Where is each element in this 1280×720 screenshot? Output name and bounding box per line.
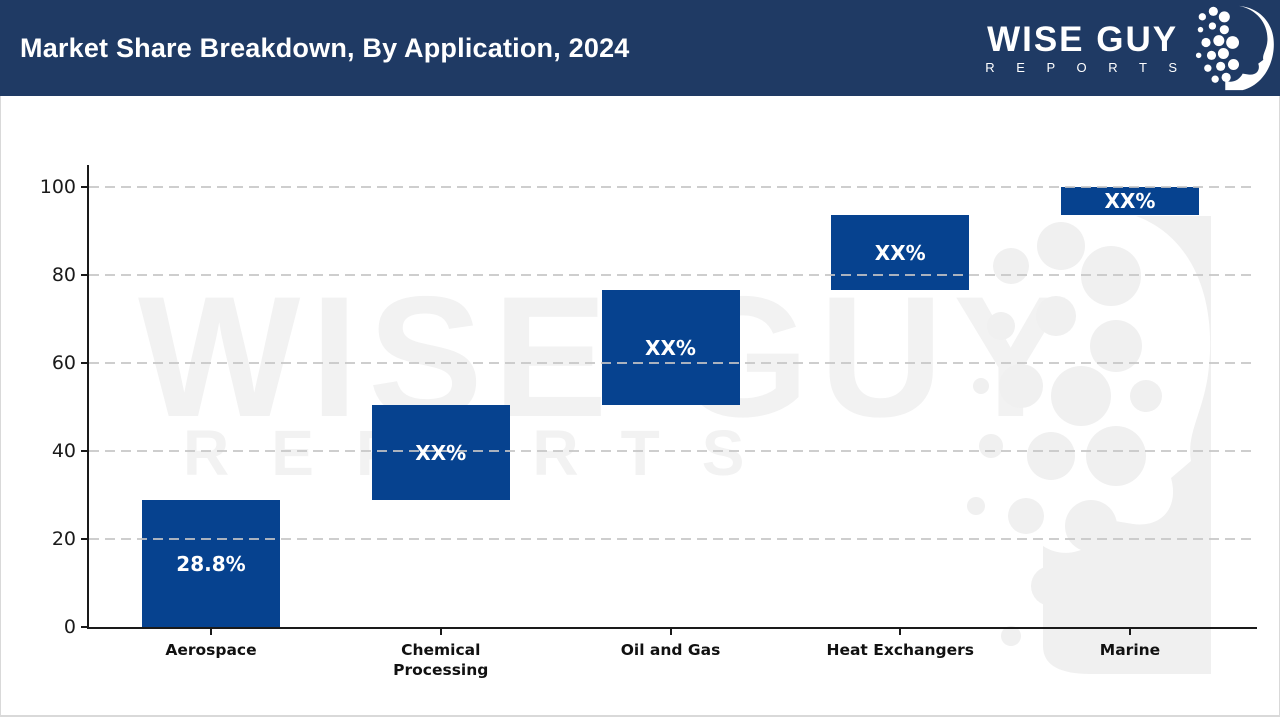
y-tick-label: 100	[39, 176, 76, 198]
bar-value-label: 28.8%	[176, 551, 246, 576]
x-category-label-line: Aerospace	[165, 641, 257, 659]
gridline-20	[89, 538, 1257, 540]
gridline-100	[89, 186, 1257, 188]
bar-heat-exchangers	[831, 214, 970, 291]
x-tick-mark	[439, 629, 442, 635]
y-tick-mark	[81, 362, 87, 364]
wiseguy-face-icon	[1195, 5, 1274, 91]
y-tick-mark	[81, 274, 87, 276]
x-category-label-line: Processing	[393, 661, 489, 679]
wiseguy-logo: WISE GUY R E P O R T S	[979, 4, 1280, 92]
x-axis-spine	[87, 627, 1257, 629]
x-category-label-line: Oil and Gas	[620, 641, 721, 659]
x-category-label-line: Marine	[1099, 641, 1161, 659]
y-tick-label: 0	[63, 616, 76, 638]
y-tick-label: 80	[51, 264, 76, 286]
y-tick-mark	[81, 450, 87, 452]
y-tick-mark	[81, 186, 87, 188]
y-tick-label: 20	[51, 528, 76, 550]
bar-value-label: XX%	[415, 440, 467, 465]
x-category-label: Chemical Processing	[351, 640, 531, 680]
x-category-label: Marine	[1040, 640, 1220, 660]
bar-oil-and-gas	[601, 290, 740, 405]
x-tick-mark	[669, 629, 672, 635]
x-tick-mark	[1129, 629, 1131, 635]
wiseguy-logo-text: WISE GUY R E P O R T S	[979, 22, 1186, 75]
y-tick-label: 60	[51, 352, 76, 374]
y-tick-mark	[81, 538, 87, 540]
logo-wordmark: WISE GUY	[987, 19, 1179, 59]
page-title: Market Share Breakdown, By Application, …	[20, 32, 630, 63]
bar-marine	[1061, 187, 1199, 215]
gridline-40	[89, 450, 1257, 452]
gridline-80	[89, 274, 1257, 276]
bar-value-label: XX%	[874, 240, 926, 265]
x-category-label-line: Chemical	[401, 641, 481, 659]
bar-aerospace	[142, 500, 280, 627]
x-category-label: Oil and Gas	[581, 640, 761, 660]
bar-chemical-processing	[371, 404, 510, 501]
x-category-label: Heat Exchangers	[810, 640, 990, 660]
gridline-60	[89, 362, 1257, 364]
x-tick-mark	[210, 629, 212, 635]
bar-value-label: XX%	[645, 335, 696, 360]
x-category-label-line: Heat Exchangers	[826, 641, 975, 659]
header: Market Share Breakdown, By Application, …	[0, 0, 1280, 96]
logo-subtitle: R E P O R T S	[985, 59, 1186, 75]
bar-value-label: XX%	[1104, 188, 1156, 213]
y-tick-mark	[81, 626, 87, 628]
y-tick-label: 40	[51, 440, 76, 462]
x-category-label: Aerospace	[121, 640, 301, 660]
x-tick-mark	[899, 629, 902, 635]
y-axis-spine	[87, 165, 89, 629]
